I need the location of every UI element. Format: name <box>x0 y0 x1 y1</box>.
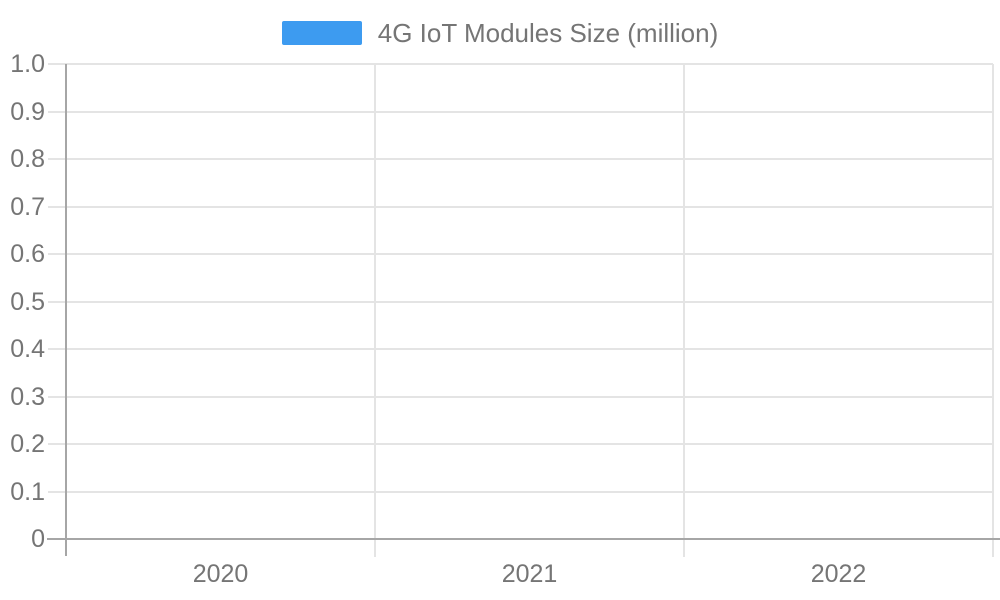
x-tick-label: 2022 <box>810 560 867 588</box>
x-gridline <box>992 64 994 557</box>
y-gridline <box>48 63 993 65</box>
y-tick-label: 0.2 <box>10 430 45 458</box>
x-gridline <box>683 64 685 557</box>
y-axis-line <box>65 64 67 556</box>
y-tick-label: 0.7 <box>10 192 45 221</box>
y-tick-label: 0.8 <box>10 145 45 173</box>
legend[interactable]: 4G IoT Modules Size (million) <box>0 18 1000 48</box>
y-gridline <box>48 110 993 113</box>
y-gridline <box>48 490 993 493</box>
x-tick-label: 2021 <box>501 560 558 588</box>
y-tick-label: 0 <box>31 525 45 553</box>
y-gridline <box>48 348 993 350</box>
y-gridline <box>48 395 993 398</box>
x-axis-line <box>47 538 1000 540</box>
y-tick-label: 0.4 <box>10 335 45 363</box>
y-tick-label: 0.6 <box>10 240 45 268</box>
x-tick-label: 2020 <box>192 560 249 588</box>
y-tick-label: 0.1 <box>10 477 45 506</box>
y-gridline <box>48 300 993 303</box>
y-gridline <box>48 205 993 208</box>
legend-swatch <box>281 21 362 45</box>
y-tick-label: 0.9 <box>10 97 45 126</box>
y-tick-label: 1.0 <box>10 50 45 78</box>
legend-label: 4G IoT Modules Size (million) <box>377 17 719 48</box>
y-gridline <box>48 443 993 445</box>
y-gridline <box>48 158 993 160</box>
y-tick-label: 0.5 <box>10 287 45 316</box>
x-gridline <box>374 64 376 557</box>
y-tick-label: 0.3 <box>10 382 45 411</box>
y-gridline <box>48 253 993 255</box>
